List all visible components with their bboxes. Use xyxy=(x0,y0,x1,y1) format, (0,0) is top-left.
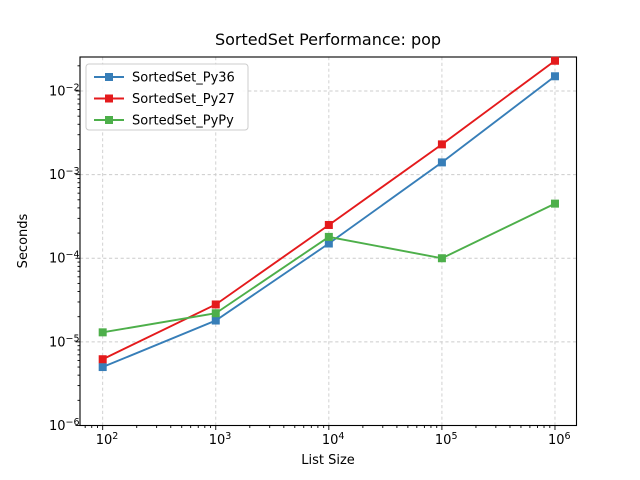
data-point-SortedSet_Py27 xyxy=(324,220,333,229)
data-point-SortedSet_Py36 xyxy=(437,158,446,167)
data-point-SortedSet_Py27 xyxy=(437,140,446,149)
legend-marker-sample xyxy=(105,73,113,81)
x-tick-label: 102 xyxy=(96,431,119,448)
data-point-SortedSet_PyPy xyxy=(437,254,446,263)
y-tick-label: 10−2 xyxy=(49,82,80,99)
data-point-SortedSet_PyPy xyxy=(98,328,107,337)
x-tick-label: 106 xyxy=(548,431,571,448)
data-point-SortedSet_Py36 xyxy=(98,363,107,372)
y-tick-label: 10−5 xyxy=(49,333,80,350)
y-tick-label: 10−4 xyxy=(49,250,80,267)
data-point-SortedSet_Py27 xyxy=(211,300,220,309)
data-point-SortedSet_Py36 xyxy=(211,316,220,325)
y-tick-label: 10−6 xyxy=(49,417,80,434)
data-point-SortedSet_PyPy xyxy=(211,309,220,318)
chart-title: SortedSet Performance: pop xyxy=(215,30,441,49)
legend-box xyxy=(85,63,249,131)
data-point-SortedSet_PyPy xyxy=(324,232,333,241)
legend-label-SortedSet_PyPy: SortedSet_PyPy xyxy=(132,114,234,129)
y-axis-label: Seconds xyxy=(16,213,31,268)
data-point-SortedSet_Py27 xyxy=(98,355,107,364)
x-tick-label: 105 xyxy=(435,431,458,448)
data-point-SortedSet_Py36 xyxy=(550,72,559,81)
y-tick-label: 10−3 xyxy=(49,166,80,183)
data-point-SortedSet_PyPy xyxy=(550,199,559,208)
legend-label-SortedSet_Py36: SortedSet_Py36 xyxy=(132,71,235,86)
legend-marker-sample xyxy=(105,116,113,124)
x-tick-label: 104 xyxy=(322,431,345,448)
x-tick-label: 103 xyxy=(209,431,232,448)
data-point-SortedSet_Py27 xyxy=(550,56,559,65)
series-layer xyxy=(98,56,559,372)
legend: SortedSet_Py36 SortedSet_Py27 SortedSet_Py… xyxy=(85,63,249,131)
legend-marker-sample xyxy=(105,94,113,103)
plot-border xyxy=(79,56,578,427)
data-point-SortedSet_Py36 xyxy=(324,239,333,248)
legend-label-SortedSet_Py27: SortedSet_Py27 xyxy=(132,92,235,107)
x-axis-label: List Size xyxy=(301,453,355,468)
